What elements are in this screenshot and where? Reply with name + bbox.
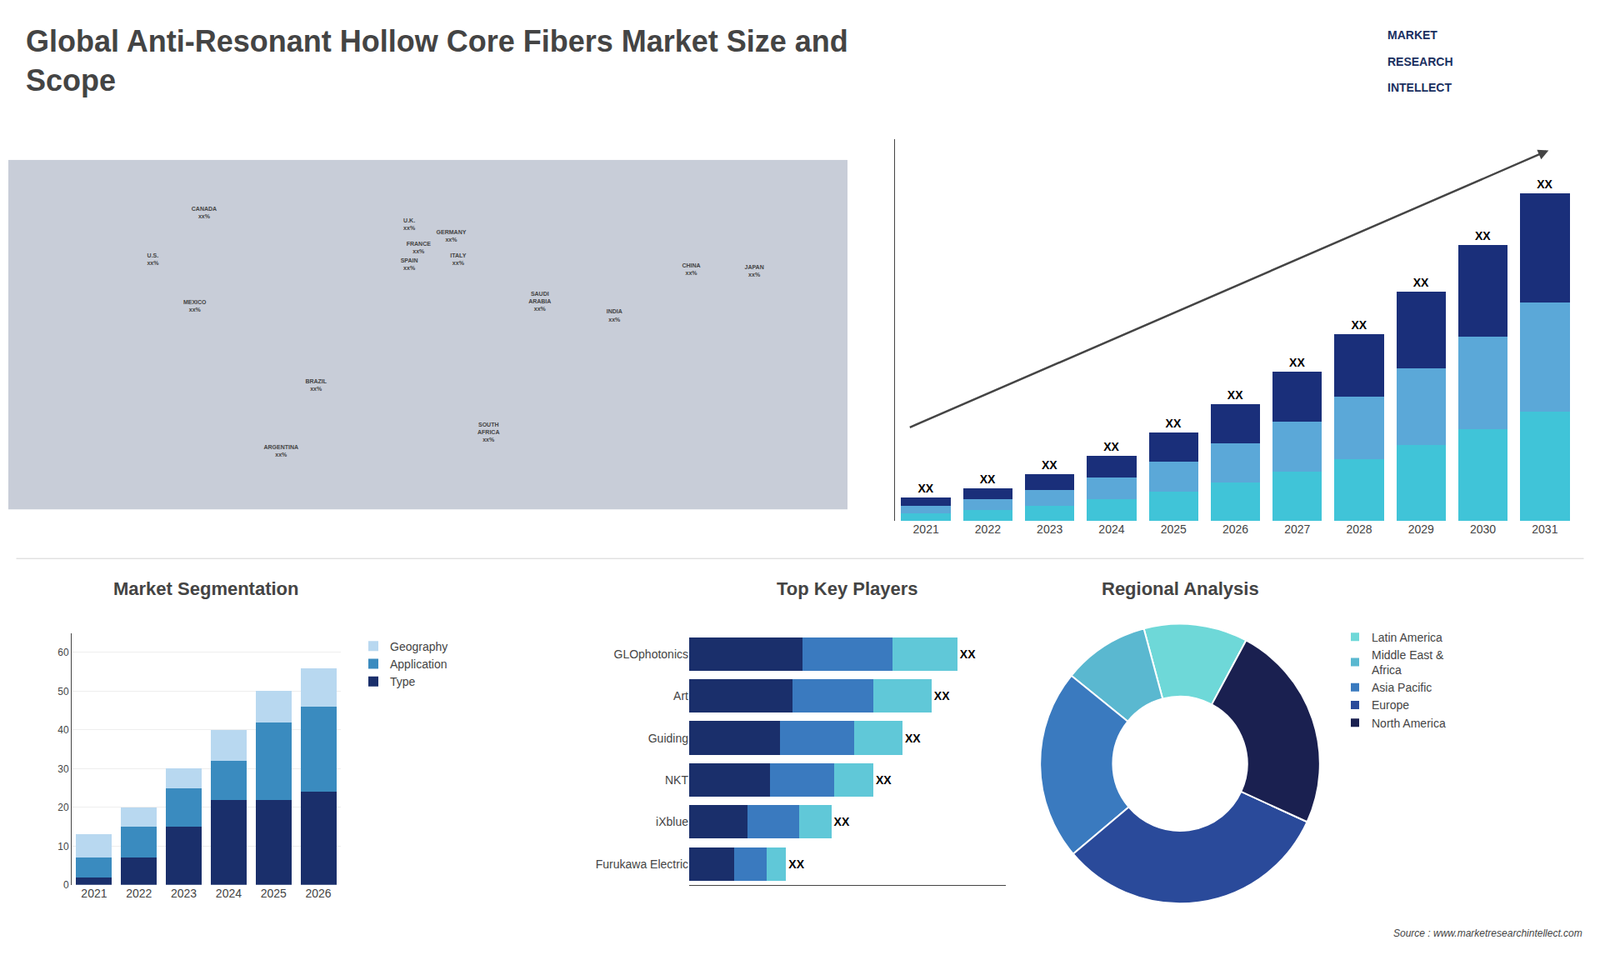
svg-text:Regional Analysis: Regional Analysis xyxy=(1101,578,1260,600)
svg-text:2028: 2028 xyxy=(1345,522,1372,536)
svg-text:Asia Pacific: Asia Pacific xyxy=(1371,680,1432,695)
svg-text:2026: 2026 xyxy=(1222,522,1249,536)
svg-text:Global Anti-Resonant Hollow Co: Global Anti-Resonant Hollow Core Fibers … xyxy=(25,24,849,59)
svg-text:XX: XX xyxy=(1475,229,1491,243)
svg-text:U.K.xx%: U.K.xx% xyxy=(403,217,416,231)
svg-text:XX: XX xyxy=(1413,275,1430,290)
svg-text:FRANCExx%: FRANCExx% xyxy=(406,240,431,255)
svg-text:XX: XX xyxy=(1041,458,1058,472)
svg-text:XX: XX xyxy=(1165,416,1182,430)
svg-text:XX: XX xyxy=(1350,318,1367,332)
svg-text:2025: 2025 xyxy=(260,886,287,900)
svg-text:2026: 2026 xyxy=(305,886,332,900)
svg-text:XX: XX xyxy=(980,472,996,486)
svg-text:Type: Type xyxy=(390,675,416,689)
svg-text:Application: Application xyxy=(390,657,448,671)
svg-text:Middle East &Africa: Middle East &Africa xyxy=(1371,648,1445,677)
svg-text:iXblue: iXblue xyxy=(655,815,689,829)
svg-text:2027: 2027 xyxy=(1284,522,1310,536)
svg-text:ITALYxx%: ITALYxx% xyxy=(450,252,466,266)
svg-text:XX: XX xyxy=(788,857,805,871)
svg-text:2029: 2029 xyxy=(1408,522,1435,536)
svg-text:XX: XX xyxy=(917,481,934,495)
svg-text:2022: 2022 xyxy=(975,522,1001,536)
svg-text:XX: XX xyxy=(1289,355,1305,370)
svg-text:RESEARCH: RESEARCH xyxy=(1387,55,1454,69)
svg-text:40: 40 xyxy=(57,724,70,736)
svg-text:XX: XX xyxy=(960,647,976,661)
svg-text:U.S.xx%: U.S.xx% xyxy=(146,252,160,266)
svg-text:Market Segmentation: Market Segmentation xyxy=(113,578,300,600)
svg-text:INTELLECT: INTELLECT xyxy=(1387,80,1452,95)
svg-text:XX: XX xyxy=(1536,177,1553,191)
svg-text:XX: XX xyxy=(1103,440,1120,454)
svg-text:MARKET: MARKET xyxy=(1387,28,1438,42)
svg-text:SAUDIARABIAxx%: SAUDIARABIAxx% xyxy=(528,290,551,312)
svg-text:MEXICOxx%: MEXICOxx% xyxy=(183,299,207,313)
svg-text:XX: XX xyxy=(934,689,950,703)
svg-text:30: 30 xyxy=(57,763,70,775)
svg-text:0: 0 xyxy=(63,879,70,891)
svg-text:Guiding: Guiding xyxy=(648,731,689,745)
svg-text:10: 10 xyxy=(57,840,70,853)
svg-text:Geography: Geography xyxy=(390,640,448,654)
svg-text:Latin America: Latin America xyxy=(1371,630,1443,645)
svg-text:ARGENTINAxx%: ARGENTINAxx% xyxy=(263,444,299,458)
svg-text:SOUTHAFRICAxx%: SOUTHAFRICAxx% xyxy=(477,421,500,443)
svg-text:20: 20 xyxy=(57,801,70,814)
svg-text:60: 60 xyxy=(57,646,70,659)
svg-text:NKT: NKT xyxy=(665,773,689,787)
svg-text:2031: 2031 xyxy=(1531,522,1558,536)
svg-text:2025: 2025 xyxy=(1160,522,1187,536)
svg-text:GLOphotonics: GLOphotonics xyxy=(614,647,690,661)
svg-text:Scope: Scope xyxy=(25,63,116,98)
svg-text:2021: 2021 xyxy=(913,522,940,536)
svg-text:2023: 2023 xyxy=(170,886,197,900)
svg-text:INDIAxx%: INDIAxx% xyxy=(606,308,623,322)
svg-text:XX: XX xyxy=(875,773,892,787)
svg-text:XX: XX xyxy=(905,731,921,745)
svg-text:CHINAxx%: CHINAxx% xyxy=(682,262,701,276)
svg-text:2024: 2024 xyxy=(1098,522,1125,536)
svg-text:Art: Art xyxy=(673,689,689,703)
svg-text:XX: XX xyxy=(1227,388,1244,402)
svg-text:SPAINxx%: SPAINxx% xyxy=(400,257,419,271)
svg-text:North America: North America xyxy=(1371,716,1446,730)
svg-text:2022: 2022 xyxy=(125,886,152,900)
svg-text:2023: 2023 xyxy=(1036,522,1063,536)
svg-text:BRAZILxx%: BRAZILxx% xyxy=(305,378,327,392)
svg-text:2030: 2030 xyxy=(1470,522,1496,536)
svg-text:Furukawa Electric: Furukawa Electric xyxy=(595,857,689,871)
svg-text:XX: XX xyxy=(834,815,850,829)
svg-text:CANADAxx%: CANADAxx% xyxy=(191,205,217,220)
svg-text:Top Key Players: Top Key Players xyxy=(776,578,919,600)
svg-text:JAPANxx%: JAPANxx% xyxy=(745,264,765,278)
svg-text:Europe: Europe xyxy=(1371,698,1410,712)
svg-text:2021: 2021 xyxy=(80,886,107,900)
svg-text:50: 50 xyxy=(57,685,70,698)
svg-text:Source : www.marketresearchint: Source : www.marketresearchintellect.com xyxy=(1393,927,1583,940)
svg-text:2024: 2024 xyxy=(215,886,242,900)
svg-text:GERMANYxx%: GERMANYxx% xyxy=(436,229,467,243)
